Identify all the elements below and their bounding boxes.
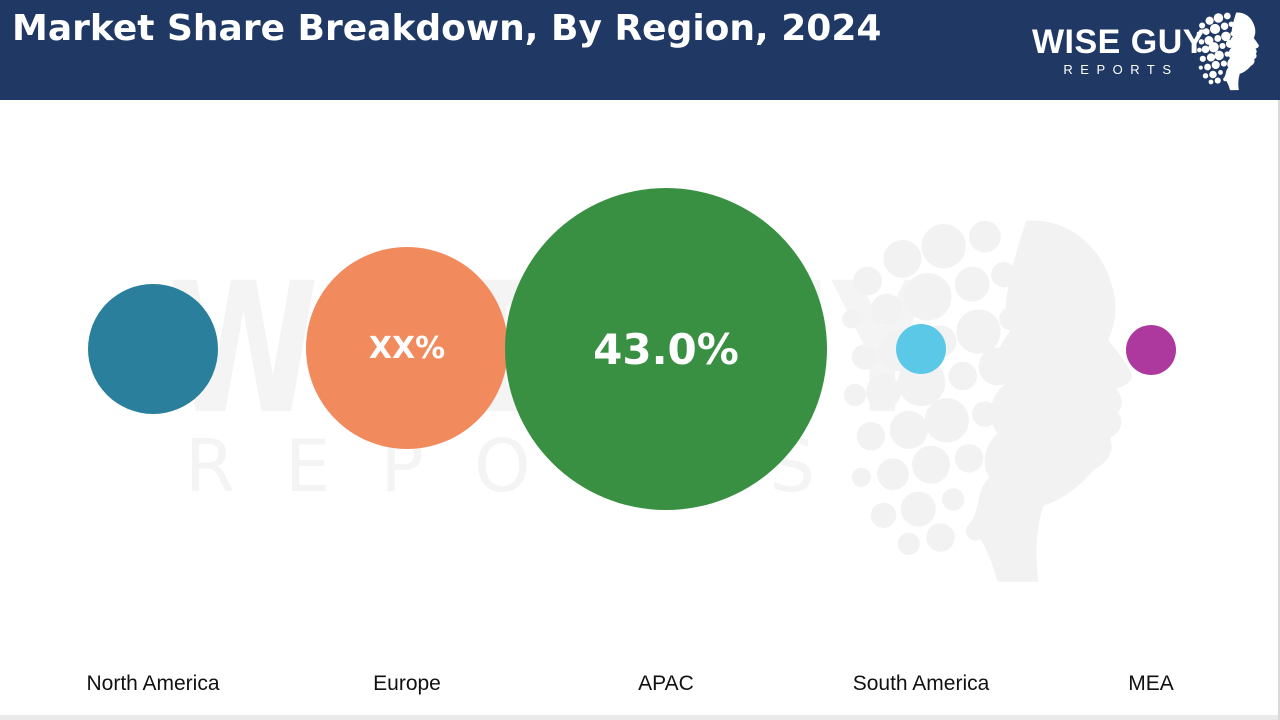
category-label-europe: Europe <box>373 672 441 695</box>
logo-wiseguy-label: WISE GUY <box>1031 22 1206 61</box>
category-label-apac: APAC <box>638 672 694 695</box>
bubble-north-america <box>88 284 218 414</box>
app-header: Market Share Breakdown, By Region, 2024 … <box>0 0 1280 100</box>
bubble-mea <box>1126 325 1176 375</box>
bubble-apac: 43.0% <box>505 188 827 510</box>
logo-text: WISE GUY REPORTS <box>1032 25 1206 76</box>
page-title: Market Share Breakdown, By Region, 2024 <box>12 8 882 49</box>
bottom-edge-strip <box>0 715 1280 720</box>
category-label-south-america: South America <box>852 672 990 695</box>
bubble-value-label: XX% <box>368 330 446 366</box>
logo-reports-label: REPORTS <box>1063 61 1179 77</box>
logo-face-icon <box>1196 12 1259 91</box>
right-edge-line <box>1278 100 1280 720</box>
bubble-south-america <box>896 324 946 374</box>
wiseguy-logo: WISE GUY REPORTS <box>1032 8 1264 92</box>
bubble-value-label: 43.0% <box>593 324 739 374</box>
category-label-north-america: North America <box>86 672 220 695</box>
category-label-mea: MEA <box>1128 672 1174 695</box>
bubble-europe: XX% <box>306 247 508 449</box>
